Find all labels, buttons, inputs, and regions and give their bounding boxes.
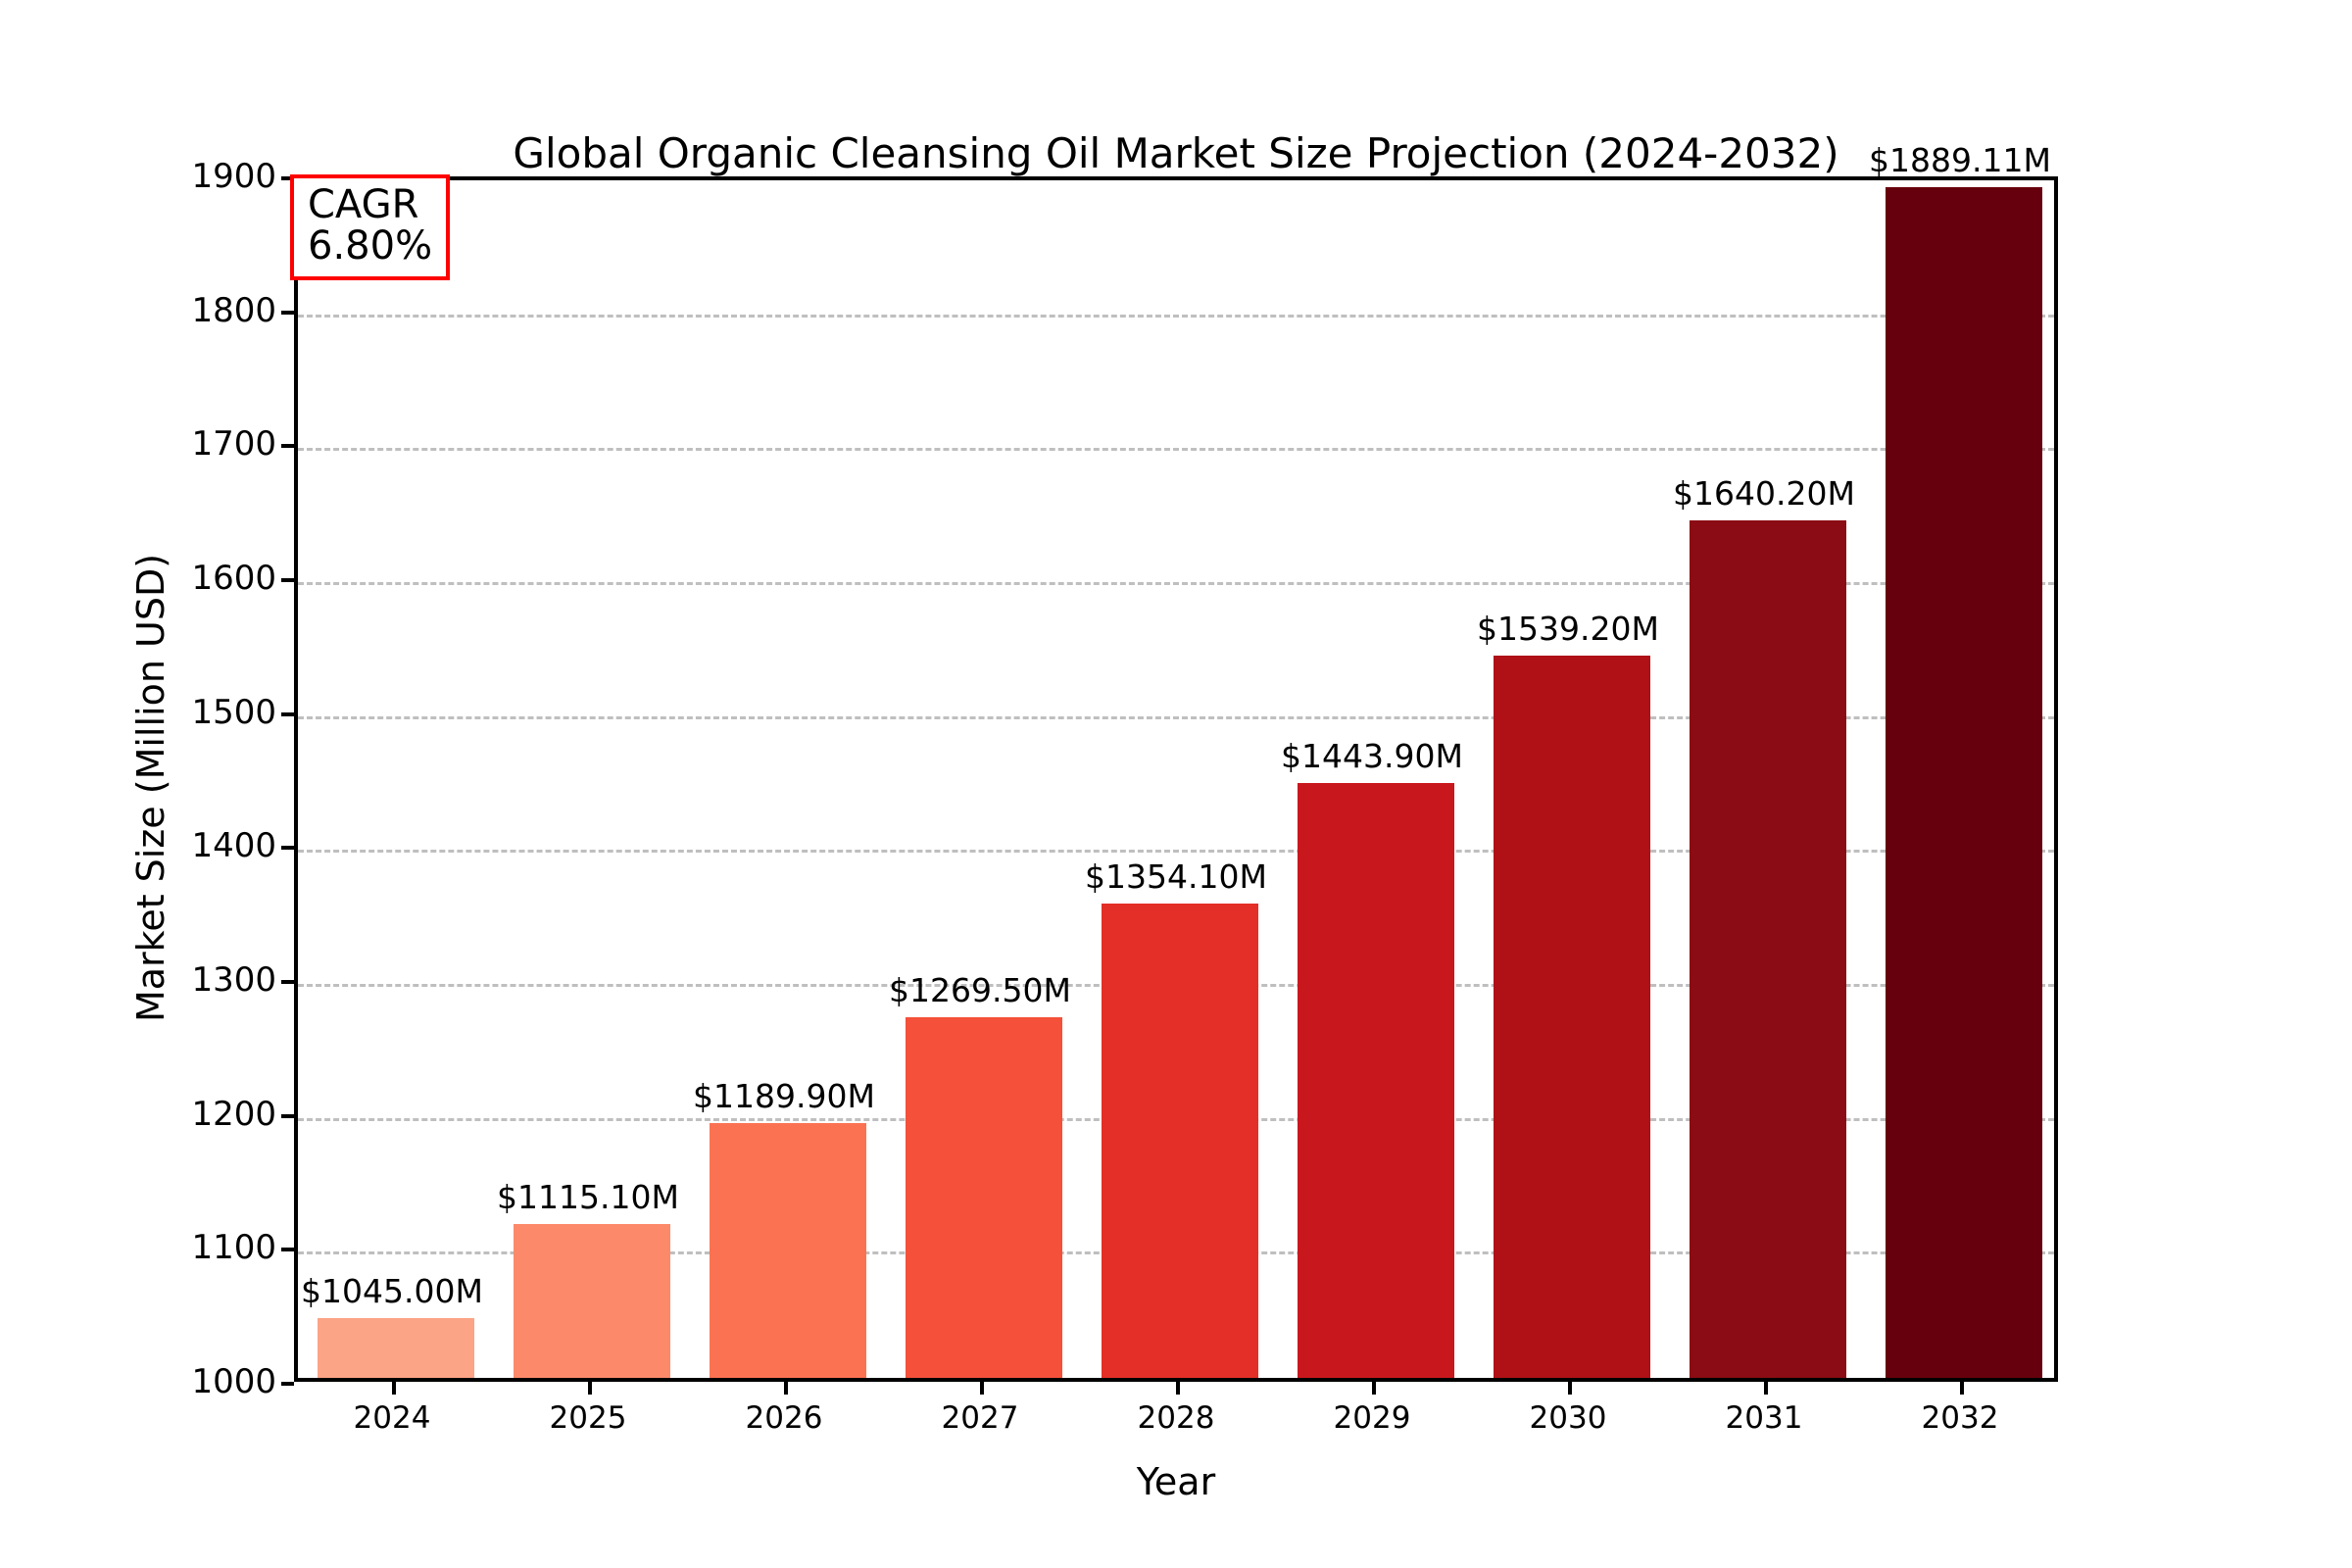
gridline: [298, 715, 2054, 719]
gridline: [298, 582, 2054, 585]
y-tick-label: 1000: [191, 1362, 276, 1401]
bar-value-label: $1539.20M: [1477, 610, 1659, 649]
y-tick-mark: [281, 1382, 294, 1386]
x-tick-mark: [980, 1382, 984, 1395]
bar-value-label: $1115.10M: [497, 1177, 679, 1216]
x-tick-label: 2024: [353, 1400, 431, 1436]
bar-2026: [710, 1123, 866, 1378]
x-tick-mark: [1176, 1382, 1180, 1395]
x-tick-mark: [1960, 1382, 1964, 1395]
x-tick-mark: [784, 1382, 788, 1395]
y-tick-label: 1500: [191, 692, 276, 732]
y-tick-mark: [281, 310, 294, 315]
bar-value-label: $1189.90M: [693, 1077, 875, 1116]
y-axis-label: Market Size (Million USD): [129, 553, 172, 1023]
x-axis-label: Year: [1136, 1460, 1216, 1503]
bar-value-label: $1269.50M: [889, 970, 1071, 1009]
bars-layer: [298, 180, 2054, 1378]
bar-2025: [514, 1223, 670, 1378]
x-tick-label: 2026: [745, 1400, 823, 1436]
x-tick-label: 2027: [941, 1400, 1019, 1436]
y-tick-label: 1400: [191, 826, 276, 866]
y-tick-mark: [281, 846, 294, 851]
y-tick-label: 1700: [191, 424, 276, 465]
y-tick-label: 1300: [191, 960, 276, 1000]
x-tick-label: 2032: [1921, 1400, 1999, 1436]
cagr-annotation-value: 6.80%: [308, 223, 433, 269]
y-tick-mark: [281, 1113, 294, 1118]
bar-2030: [1494, 656, 1650, 1378]
bar-2029: [1298, 783, 1454, 1378]
gridline: [298, 850, 2054, 854]
chart-title: Global Organic Cleansing Oil Market Size…: [513, 129, 1839, 177]
bar-value-label: $1354.10M: [1085, 858, 1267, 897]
x-tick-label: 2025: [549, 1400, 627, 1436]
gridline: [298, 448, 2054, 452]
y-tick-mark: [281, 176, 294, 180]
y-tick-label: 1200: [191, 1094, 276, 1134]
x-tick-mark: [1764, 1382, 1768, 1395]
y-tick-label: 1800: [191, 290, 276, 330]
x-tick-mark: [588, 1382, 592, 1395]
bar-value-label: $1045.00M: [301, 1271, 483, 1310]
bar-2032: [1886, 186, 2042, 1378]
bar-2027: [906, 1016, 1062, 1378]
x-tick-label: 2028: [1137, 1400, 1215, 1436]
y-tick-label: 1900: [191, 157, 276, 196]
cagr-annotation: CAGR 6.80%: [290, 174, 451, 280]
bar-2031: [1690, 520, 1846, 1378]
x-tick-mark: [1568, 1382, 1572, 1395]
bar-2024: [318, 1317, 474, 1378]
y-tick-mark: [281, 711, 294, 716]
y-tick-label: 1600: [191, 559, 276, 598]
y-tick-mark: [281, 980, 294, 984]
y-tick-mark: [281, 1248, 294, 1252]
x-tick-mark: [1372, 1382, 1376, 1395]
x-tick-label: 2029: [1333, 1400, 1411, 1436]
x-tick-label: 2030: [1529, 1400, 1607, 1436]
plot-area: [294, 176, 2058, 1382]
bar-value-label: $1889.11M: [1869, 140, 2051, 179]
cagr-annotation-title: CAGR: [308, 182, 419, 227]
y-tick-mark: [281, 578, 294, 582]
x-tick-mark: [392, 1382, 396, 1395]
bar-value-label: $1443.90M: [1281, 737, 1463, 776]
bar-2028: [1102, 904, 1258, 1378]
bar-value-label: $1640.20M: [1673, 474, 1855, 514]
y-tick-mark: [281, 444, 294, 449]
gridline: [298, 314, 2054, 318]
y-tick-label: 1100: [191, 1228, 276, 1268]
x-tick-label: 2031: [1725, 1400, 1803, 1436]
